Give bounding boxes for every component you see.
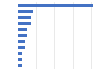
Bar: [18, 28, 27, 31]
Bar: [18, 4, 93, 7]
Bar: [18, 64, 22, 67]
Bar: [18, 40, 25, 43]
Bar: [18, 46, 25, 49]
Bar: [18, 10, 32, 13]
Bar: [18, 34, 27, 37]
Bar: [18, 52, 22, 55]
Bar: [18, 58, 22, 61]
Bar: [18, 16, 31, 19]
Bar: [18, 22, 31, 25]
